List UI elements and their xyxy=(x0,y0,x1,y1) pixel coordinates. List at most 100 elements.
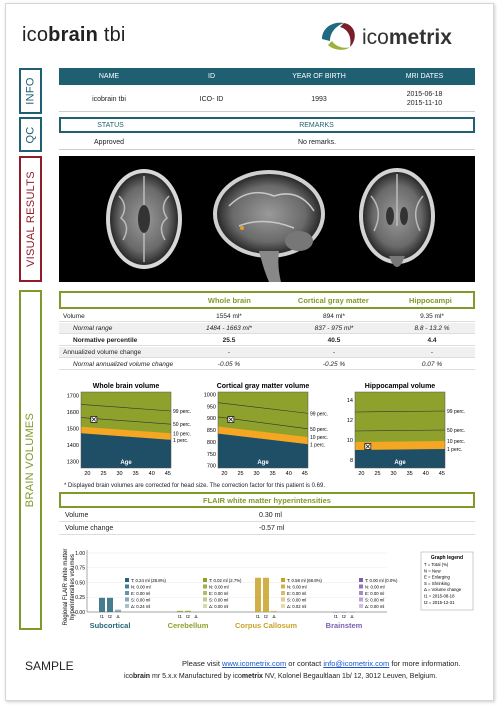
section-label-info: INFO xyxy=(19,68,42,114)
bar-x-label: t1 xyxy=(334,614,338,619)
graph-legend-item: Δ = Volume change xyxy=(424,587,462,592)
y-tick-label: 12 xyxy=(347,418,353,424)
legend-text: E: 0.00 ml xyxy=(365,591,384,596)
hippocampal-volume-chart: Hippocampal volume810121420 25 30 35 40 45Age… xyxy=(333,380,478,480)
bar-x-label: t1 xyxy=(100,614,104,619)
legend-text: Δ: 0.02 ml xyxy=(287,604,306,609)
x-tick-label: 25 xyxy=(374,471,380,477)
volume-row-value: 1484 - 1663 ml* xyxy=(179,325,279,332)
volume-row: Annualized volume change - - - xyxy=(59,347,475,358)
y-tick-label: 1600 xyxy=(67,410,79,416)
qc-remarks: No remarks. xyxy=(159,139,475,146)
legend-text: N: 0.00 ml xyxy=(287,585,307,590)
legend-swatch xyxy=(203,591,207,595)
volume-row-label: Normal range xyxy=(59,325,179,332)
x-tick-label: 45 xyxy=(439,471,445,477)
brain-volumes-header: Whole brain Cortical gray matter Hippoca… xyxy=(59,291,475,309)
regional-flair-bar-chart: Regional FLAIR white matterhyperintensit… xyxy=(59,540,479,645)
volume-row: Volume 1554 ml* 894 ml* 9.35 ml* xyxy=(59,311,475,322)
legend-text: N: 0.00 ml xyxy=(365,585,385,590)
legend-swatch xyxy=(125,591,129,595)
volume-row-label: Normal annualized volume change xyxy=(59,361,179,368)
col-hippocampi: Hippocampi xyxy=(388,296,473,305)
percentile-label: 50 perc. xyxy=(173,422,191,428)
email-link[interactable]: info@icometrix.com xyxy=(323,659,389,668)
group-label: Brainstem xyxy=(326,621,363,630)
bar-x-label: t2 xyxy=(186,614,190,619)
patient-name: icobrain tbi xyxy=(59,96,159,103)
percentile-label: 50 perc. xyxy=(310,427,328,433)
y-tick-label: 0.75 xyxy=(75,566,85,572)
legend-swatch xyxy=(125,585,129,589)
percentile-label: 10 perc. xyxy=(310,435,328,441)
flair-bar xyxy=(255,578,261,612)
volume-row-value: 25.5 xyxy=(179,337,279,344)
y-tick-label: 0.50 xyxy=(75,580,85,586)
legend-text: T: 0.02 ml (2.7%) xyxy=(209,578,242,583)
coronal-slice xyxy=(359,168,435,267)
y-axis-label: Regional FLAIR white matterhyperintensit… xyxy=(63,549,76,626)
flair-bar xyxy=(107,598,113,612)
footer-contact: Please visit www.icometrix.com or contac… xyxy=(182,659,461,668)
x-tick-label: 35 xyxy=(270,471,276,477)
sagittal-slice xyxy=(213,170,325,282)
flair-bar xyxy=(193,612,199,613)
graph-legend-item: E = Enlarging xyxy=(424,575,451,580)
flair-bar xyxy=(349,612,355,613)
volume-row-value: -0.05 % xyxy=(179,361,279,368)
legend-text: T: 0.00 ml (0.0%) xyxy=(365,578,398,583)
x-tick-label: 45 xyxy=(302,471,308,477)
flair-bar xyxy=(271,611,277,612)
website-link[interactable]: www.icometrix.com xyxy=(222,659,286,668)
volume-row-value: - xyxy=(279,349,389,356)
legend-text: E: 0.00 ml xyxy=(131,591,150,596)
x-tick-label: 30 xyxy=(391,471,397,477)
legend-swatch xyxy=(125,604,129,608)
volume-row-value: 4.4 xyxy=(389,337,475,344)
x-tick-label: 30 xyxy=(117,471,123,477)
y-tick-label: 0.25 xyxy=(75,595,85,601)
bar-x-label: Δ xyxy=(116,614,119,619)
percentile-label: 1 perc. xyxy=(173,438,188,444)
y-tick-label: 950 xyxy=(207,404,216,410)
volume-row: Normal range 1484 - 1663 ml* 837 - 975 ml*… xyxy=(59,323,475,334)
group-label: Subcortical xyxy=(90,621,131,630)
graph-legend-item: t2 = 2015-12-31 xyxy=(424,600,455,605)
col-year: YEAR OF BIRTH xyxy=(264,73,374,80)
y-tick-label: 850 xyxy=(207,428,216,434)
y-tick-label: 8 xyxy=(350,458,353,464)
volume-row-value: - xyxy=(179,349,279,356)
legend-text: E: 0.00 ml xyxy=(287,591,306,596)
volume-row-label: Volume xyxy=(59,313,179,320)
legend-text: S: 0.00 ml xyxy=(209,598,228,603)
legend-swatch xyxy=(281,598,285,602)
volume-row-label: Annualized volume change xyxy=(59,349,179,356)
sample-label: SAMPLE xyxy=(25,659,74,673)
legend-swatch xyxy=(281,591,285,595)
legend-swatch xyxy=(359,591,363,595)
legend-swatch xyxy=(359,585,363,589)
volume-row: Normal annualized volume change -0.05 % -0… xyxy=(59,359,475,370)
graph-legend-item: S = Shrinking xyxy=(424,581,450,586)
legend-swatch xyxy=(203,604,207,608)
y-tick-label: 1000 xyxy=(204,392,216,398)
volume-row-value: 1554 ml* xyxy=(179,313,279,320)
x-tick-label: 35 xyxy=(133,471,139,477)
legend-text: Δ: 0.00 ml xyxy=(209,604,228,609)
x-axis-label: Age xyxy=(120,460,132,466)
legend-text: N: 0.00 ml xyxy=(131,585,151,590)
bar-x-label: t1 xyxy=(178,614,182,619)
flair-bar xyxy=(99,598,105,612)
x-tick-label: 30 xyxy=(254,471,260,477)
chart-title: Whole brain volume xyxy=(93,383,160,390)
y-tick-label: 10 xyxy=(347,438,353,444)
col-name: NAME xyxy=(59,73,159,80)
axial-slice xyxy=(106,169,182,269)
flair-bar xyxy=(177,611,183,612)
qc-status: Approved xyxy=(59,139,159,146)
flair-header: FLAIR white matter hyperintensities xyxy=(59,492,475,508)
volume-row-value: 894 ml* xyxy=(279,313,389,320)
info-table-row: icobrain tbi ICO- ID 1993 2015-06-18 2015… xyxy=(59,87,475,112)
cortical-gray-matter-chart: Cortical gray matter volume7007508008509… xyxy=(196,380,336,480)
flair-row-volume: Volume 0.30 ml xyxy=(59,510,475,522)
